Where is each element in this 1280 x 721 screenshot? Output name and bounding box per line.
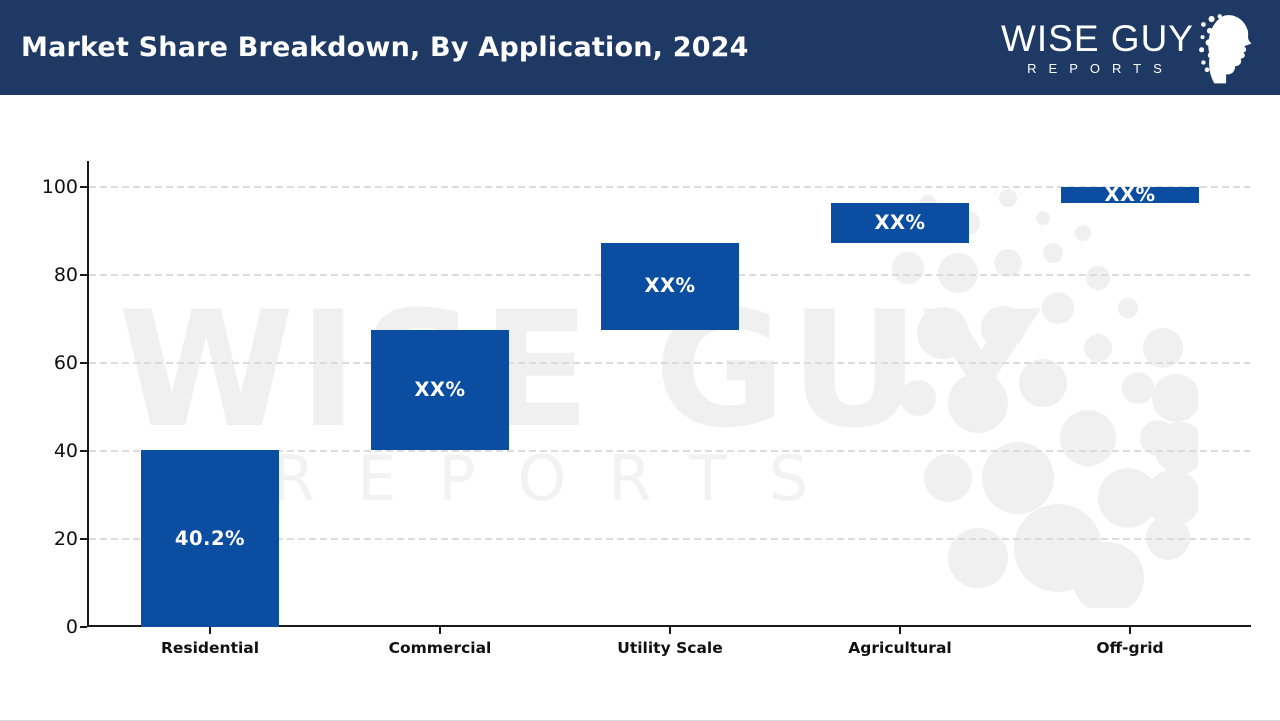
y-tick-mark-0 — [80, 626, 87, 628]
watermark-text-line1: WISE GUY — [118, 276, 1044, 463]
bar-segment-commercial — [371, 330, 509, 451]
y-tick-label-60: 60 — [53, 352, 78, 374]
y-tick-label-100: 100 — [41, 176, 78, 198]
brand-tagline: REPORTS — [1027, 61, 1174, 76]
watermark-head-icon — [878, 189, 1198, 608]
gridline-100 — [89, 186, 1250, 188]
chart-title: Market Share Breakdown, By Application, … — [21, 32, 749, 63]
bar-value-label-agricultural: XX% — [874, 211, 926, 235]
brand-name: WISE GUY — [1000, 18, 1194, 59]
brand-head-icon — [1199, 13, 1252, 83]
bar-value-label-utility-scale: XX% — [644, 274, 696, 298]
brand-logo: WISE GUY REPORTS — [1001, 10, 1256, 86]
y-axis-line — [87, 161, 89, 627]
gridline-40 — [89, 450, 1250, 452]
watermark-text-line2: REPORTS — [272, 442, 851, 515]
bar-segment-utility-scale — [601, 242, 739, 330]
bar-segment-off-grid — [1061, 187, 1199, 204]
bar-segment-residential — [141, 450, 279, 627]
bar-segment-agricultural — [831, 203, 969, 243]
x-tick-mark-residential — [209, 627, 211, 634]
bar-value-label-commercial: XX% — [414, 378, 466, 402]
x-tick-mark-utility-scale — [669, 627, 671, 634]
x-category-label-utility-scale: Utility Scale — [617, 639, 723, 657]
bar-value-label-off-grid: XX% — [1104, 183, 1156, 207]
x-tick-mark-off-grid — [1129, 627, 1131, 634]
y-tick-mark-60 — [80, 362, 87, 364]
y-tick-mark-40 — [80, 450, 87, 452]
x-category-label-agricultural: Agricultural — [848, 639, 952, 657]
y-tick-label-40: 40 — [53, 440, 78, 462]
x-tick-mark-commercial — [439, 627, 441, 634]
x-category-label-commercial: Commercial — [388, 639, 492, 657]
y-tick-mark-100 — [80, 186, 87, 188]
gridline-20 — [89, 538, 1250, 540]
y-tick-label-0: 0 — [65, 616, 78, 638]
bar-value-label-residential: 40.2% — [174, 526, 246, 550]
y-tick-label-80: 80 — [53, 264, 78, 286]
x-category-label-residential: Residential — [160, 639, 260, 657]
y-tick-mark-80 — [80, 274, 87, 276]
x-axis-line — [87, 625, 1251, 627]
gridline-60 — [89, 362, 1250, 364]
x-tick-mark-agricultural — [899, 627, 901, 634]
y-tick-label-20: 20 — [53, 528, 78, 550]
x-category-label-off-grid: Off-grid — [1096, 639, 1164, 657]
header-bar: Market Share Breakdown, By Application, … — [0, 0, 1280, 95]
y-tick-mark-20 — [80, 538, 87, 540]
